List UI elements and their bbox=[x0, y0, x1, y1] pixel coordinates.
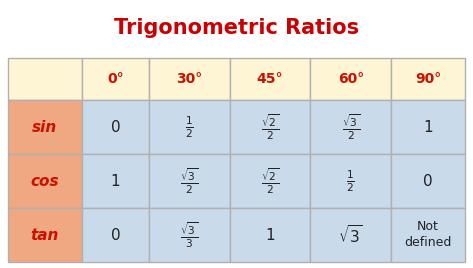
Bar bbox=[230, 100, 310, 154]
Bar bbox=[310, 208, 391, 262]
Bar bbox=[230, 58, 310, 100]
Bar bbox=[391, 100, 465, 154]
Text: 30°: 30° bbox=[176, 72, 202, 86]
Bar bbox=[391, 154, 465, 208]
Text: $\frac{\sqrt{2}}{2}$: $\frac{\sqrt{2}}{2}$ bbox=[261, 112, 279, 142]
Bar bbox=[8, 100, 82, 154]
Text: Trigonometric Ratios: Trigonometric Ratios bbox=[114, 18, 359, 38]
Text: $\frac{1}{2}$: $\frac{1}{2}$ bbox=[185, 114, 194, 140]
Bar bbox=[310, 58, 391, 100]
Text: Not
defined: Not defined bbox=[404, 221, 452, 250]
Bar bbox=[149, 100, 230, 154]
Text: tan: tan bbox=[31, 228, 59, 243]
Bar bbox=[149, 208, 230, 262]
Text: $\frac{\sqrt{3}}{3}$: $\frac{\sqrt{3}}{3}$ bbox=[180, 220, 199, 250]
Text: 0: 0 bbox=[111, 120, 120, 135]
Bar bbox=[310, 100, 391, 154]
Text: 1: 1 bbox=[423, 120, 433, 135]
Bar bbox=[8, 208, 82, 262]
Bar bbox=[391, 208, 465, 262]
Text: 1: 1 bbox=[111, 173, 120, 188]
Text: 0: 0 bbox=[423, 173, 433, 188]
Bar bbox=[8, 58, 82, 100]
Bar bbox=[82, 100, 149, 154]
Bar bbox=[82, 208, 149, 262]
Text: $\frac{1}{2}$: $\frac{1}{2}$ bbox=[346, 168, 355, 194]
Bar bbox=[230, 208, 310, 262]
Text: 1: 1 bbox=[265, 228, 275, 243]
Text: 0: 0 bbox=[111, 228, 120, 243]
Text: $\frac{\sqrt{2}}{2}$: $\frac{\sqrt{2}}{2}$ bbox=[261, 166, 279, 196]
Text: 90°: 90° bbox=[415, 72, 441, 86]
Bar bbox=[310, 154, 391, 208]
Text: $\frac{\sqrt{3}}{2}$: $\frac{\sqrt{3}}{2}$ bbox=[180, 166, 199, 196]
Text: 60°: 60° bbox=[338, 72, 364, 86]
Text: $\frac{\sqrt{3}}{2}$: $\frac{\sqrt{3}}{2}$ bbox=[342, 112, 360, 142]
Bar bbox=[391, 58, 465, 100]
Bar bbox=[230, 154, 310, 208]
Text: $\sqrt{3}$: $\sqrt{3}$ bbox=[338, 224, 363, 246]
Text: sin: sin bbox=[32, 120, 58, 135]
Bar bbox=[82, 154, 149, 208]
Text: 45°: 45° bbox=[257, 72, 283, 86]
Text: 0°: 0° bbox=[107, 72, 124, 86]
Text: cos: cos bbox=[31, 173, 59, 188]
Bar bbox=[149, 154, 230, 208]
Bar bbox=[8, 154, 82, 208]
Bar bbox=[82, 58, 149, 100]
Bar bbox=[149, 58, 230, 100]
